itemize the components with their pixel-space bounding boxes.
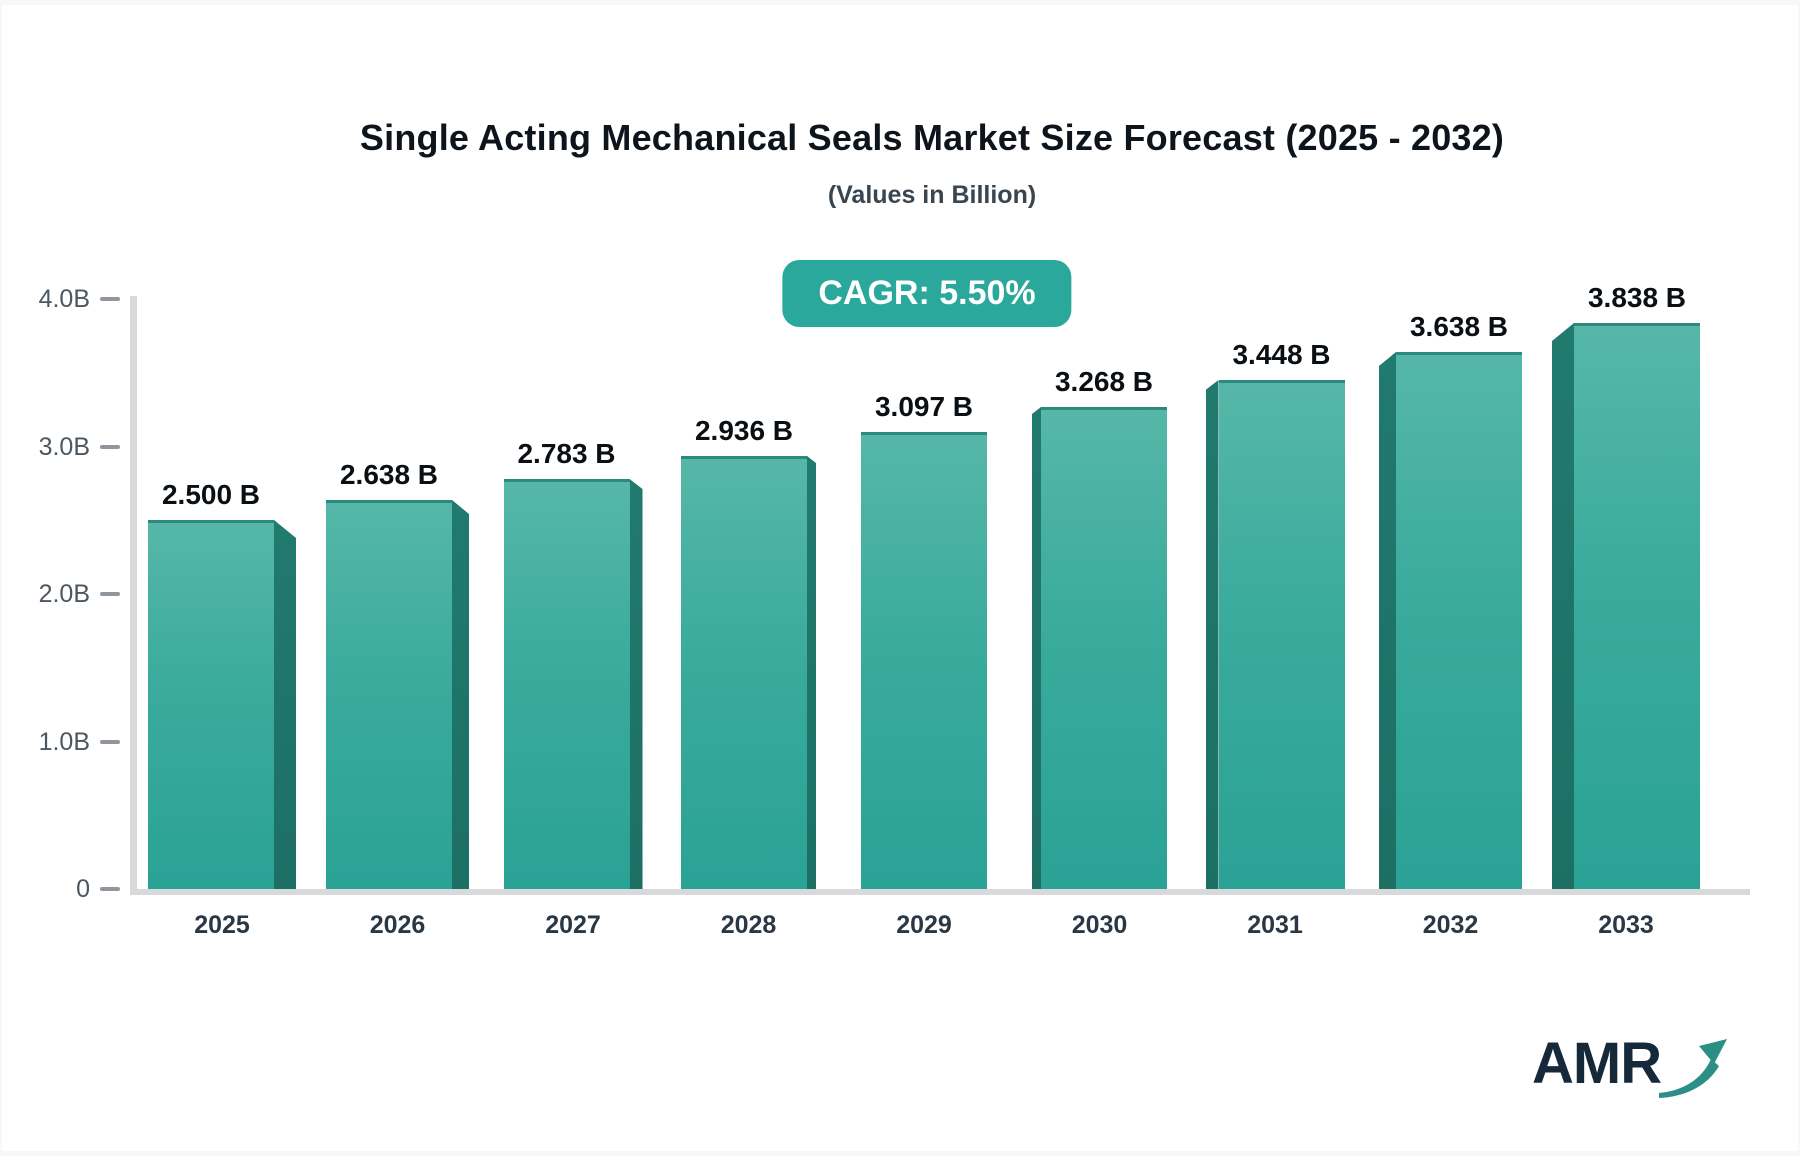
growth-arrow-icon	[1659, 1039, 1728, 1098]
bar-side-face	[807, 456, 816, 889]
y-tick-label: 1.0B	[38, 727, 90, 756]
bar-2031: 3.448 B	[1201, 339, 1349, 889]
chart-subtitle: (Values in Billion)	[827, 181, 1037, 209]
y-axis-line	[130, 296, 137, 894]
bar-value-label: 3.638 B	[1409, 311, 1509, 342]
bar-2028: 2.936 B	[675, 415, 823, 889]
bar-value-label: 3.448 B	[1232, 339, 1331, 370]
amr-logo: AMR	[1532, 1033, 1731, 1099]
bar-value-label: 3.097 B	[874, 391, 974, 422]
bar-2027: 2.783 B	[499, 438, 647, 889]
x-axis-label: 2026	[369, 911, 426, 939]
bar-2026: 2.638 B	[324, 459, 472, 889]
x-axis-line	[130, 889, 1750, 895]
y-tick-mark	[100, 887, 120, 891]
bar-side-face	[274, 520, 296, 889]
bar-2032: 3.638 B	[1377, 311, 1525, 889]
bar-value-label: 2.500 B	[161, 479, 261, 510]
bar-value-label: 2.936 B	[694, 415, 794, 446]
chart-title: Single Acting Mechanical Seals Market Si…	[359, 117, 1505, 158]
bar-value-label: 3.268 B	[1054, 366, 1154, 397]
x-axis-label: 2031	[1247, 911, 1303, 939]
bar-side-face	[1205, 380, 1219, 889]
bar-2029: 3.097 B	[850, 391, 998, 889]
bar-2030: 3.268 B	[1026, 366, 1174, 889]
x-axis-label: 2025	[194, 911, 250, 939]
bar-side-face	[1032, 407, 1041, 889]
x-axis-label: 2030	[1071, 911, 1128, 939]
x-axis-label: 2029	[896, 911, 952, 939]
y-tick-mark	[100, 739, 120, 744]
cagr-badge: CAGR: 5.50%	[782, 260, 1072, 327]
bars-row: 2.500 B 2.638 B 2.783 B 2.936 B 3.097 B 3.268…	[148, 282, 1700, 889]
bar-value-label: 2.783 B	[517, 438, 616, 469]
x-axis-label: 2027	[545, 911, 601, 939]
y-tick-label: 0	[76, 875, 90, 903]
y-tick-mark	[100, 297, 120, 301]
y-tick-mark	[100, 444, 120, 449]
y-tick-mark	[100, 592, 120, 596]
x-axis-label: 2028	[720, 911, 777, 939]
bar-side-face	[629, 479, 643, 889]
bar-side-face	[1379, 352, 1396, 889]
bar-value-label: 2.638 B	[339, 459, 439, 490]
bar-2025: 2.500 B	[148, 479, 296, 889]
bar-value-label: 3.838 B	[1587, 282, 1687, 313]
y-tick-label: 2.0B	[38, 580, 90, 608]
x-axis: 2025 2026 2027 2028 2029 2030 2031 2032 2033	[148, 911, 1700, 940]
amr-logo-text: AMR	[1532, 1031, 1662, 1096]
y-tick-label: 4.0B	[38, 285, 90, 313]
bar-2033: 3.838 B	[1552, 282, 1700, 889]
bar-side-face	[452, 500, 469, 889]
bar-side-face	[1552, 323, 1574, 889]
y-tick-label: 3.0B	[38, 432, 90, 461]
x-axis-label: 2032	[1422, 911, 1479, 939]
x-axis-label: 2033	[1598, 911, 1654, 939]
